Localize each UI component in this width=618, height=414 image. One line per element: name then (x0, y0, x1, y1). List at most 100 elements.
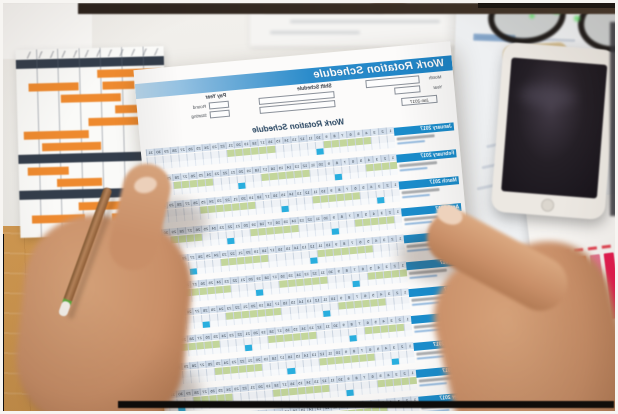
secondary-cell (339, 146, 348, 153)
secondary-cell (295, 204, 305, 211)
secondary-cell (276, 260, 286, 267)
secondary-cell (305, 311, 315, 319)
secondary-cell (223, 210, 233, 218)
secondary-cell (381, 169, 390, 177)
secondary-cell (274, 233, 283, 241)
secondary-cell (244, 263, 254, 270)
secondary-cell (231, 291, 240, 299)
secondary-cell (270, 369, 280, 376)
secondary-cell (329, 391, 338, 398)
secondary-cell (382, 359, 392, 366)
secondary-cell (254, 370, 264, 378)
secondary-cell (372, 332, 381, 340)
secondary-cell (231, 210, 241, 217)
secondary-cell (259, 153, 268, 161)
secondary-cell (279, 287, 288, 294)
pay-year-label: Pay Year (205, 92, 227, 101)
secondary-cell (181, 187, 191, 195)
gantt-bar (61, 93, 121, 103)
secondary-cell (375, 197, 385, 204)
secondary-cell (359, 198, 369, 206)
secondary-cell (194, 240, 203, 248)
secondary-cell (332, 336, 341, 344)
shift-cell (362, 407, 372, 414)
secondary-cell (189, 186, 199, 194)
green-glint (528, 12, 536, 20)
green-glint (572, 14, 582, 23)
side-chart-bar-label (587, 246, 598, 251)
secondary-cell (206, 375, 216, 382)
secondary-cell (246, 371, 256, 379)
secondary-cell (335, 282, 344, 289)
secondary-cell (301, 176, 311, 184)
month-subtext-link (397, 139, 426, 145)
secondary-cell (278, 368, 288, 376)
month-label: March 2017 (398, 176, 460, 190)
secondary-cell (229, 183, 239, 190)
starting-label: Starting (191, 112, 208, 120)
secondary-cell (361, 306, 371, 314)
secondary-cell (236, 263, 246, 271)
secondary-cell (293, 177, 303, 185)
secondary-cell (196, 267, 206, 275)
secondary-cell (273, 314, 283, 322)
secondary-cell (252, 343, 261, 351)
month-subtext-link (419, 381, 448, 387)
secondary-cell (213, 184, 223, 192)
home-button (540, 198, 555, 213)
secondary-cell (389, 168, 398, 176)
secondary-cell (211, 157, 220, 165)
secondary-cell (356, 252, 366, 260)
secondary-cell (353, 388, 362, 396)
secondary-cell (292, 258, 302, 266)
secondary-cell (214, 374, 224, 382)
secondary-cell (294, 367, 304, 374)
secondary-cell (239, 209, 249, 217)
secondary-cell (334, 363, 344, 371)
month-label: January 2017 (393, 122, 455, 136)
secondary-cell (356, 334, 365, 342)
secondary-cell (210, 239, 219, 246)
secondary-cell (290, 231, 299, 239)
secondary-cell (289, 313, 299, 321)
secondary-cell (199, 294, 208, 302)
secondary-cell (316, 256, 326, 264)
secondary-cell (250, 235, 259, 243)
secondary-cell (401, 303, 411, 310)
secondary-cell (284, 259, 294, 267)
secondary-cell (298, 231, 307, 238)
secondary-cell (343, 199, 353, 207)
secondary-cell (252, 262, 262, 270)
secondary-cell (188, 349, 197, 357)
secondary-cell (295, 285, 304, 293)
day-number-cell: 20 (258, 409, 267, 414)
month-field-label: Month (428, 74, 442, 81)
secondary-cell (317, 175, 327, 182)
secondary-cell (337, 308, 347, 316)
secondary-cell (247, 290, 256, 297)
secondary-cell (367, 279, 376, 286)
secondary-cell (173, 188, 183, 196)
secondary-cell (404, 330, 413, 337)
secondary-cell (347, 145, 356, 153)
secondary-cell (267, 152, 276, 160)
secondary-cell (306, 230, 315, 238)
shift-cell (338, 409, 348, 414)
secondary-cell (350, 361, 360, 369)
secondary-cell (387, 141, 396, 149)
secondary-cell (251, 154, 260, 161)
secondary-cell (406, 356, 416, 364)
round-label: Round (192, 103, 207, 110)
secondary-cell (291, 150, 300, 158)
secondary-cell (327, 201, 337, 209)
secondary-cell (323, 147, 332, 155)
secondary-cell (313, 311, 323, 318)
secondary-cell (353, 307, 363, 315)
secondary-cell (308, 257, 318, 265)
secondary-cell (373, 170, 382, 177)
secondary-cell (321, 391, 330, 399)
secondary-cell (287, 286, 296, 294)
year-field-label: Year (432, 84, 443, 91)
secondary-cell (255, 289, 264, 297)
secondary-cell (349, 172, 358, 180)
